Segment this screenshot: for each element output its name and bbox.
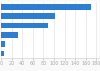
Bar <box>1 13 55 19</box>
Bar <box>1 51 4 56</box>
Bar <box>1 41 5 47</box>
Bar <box>1 32 18 38</box>
Bar <box>1 4 91 10</box>
Bar <box>1 23 48 28</box>
